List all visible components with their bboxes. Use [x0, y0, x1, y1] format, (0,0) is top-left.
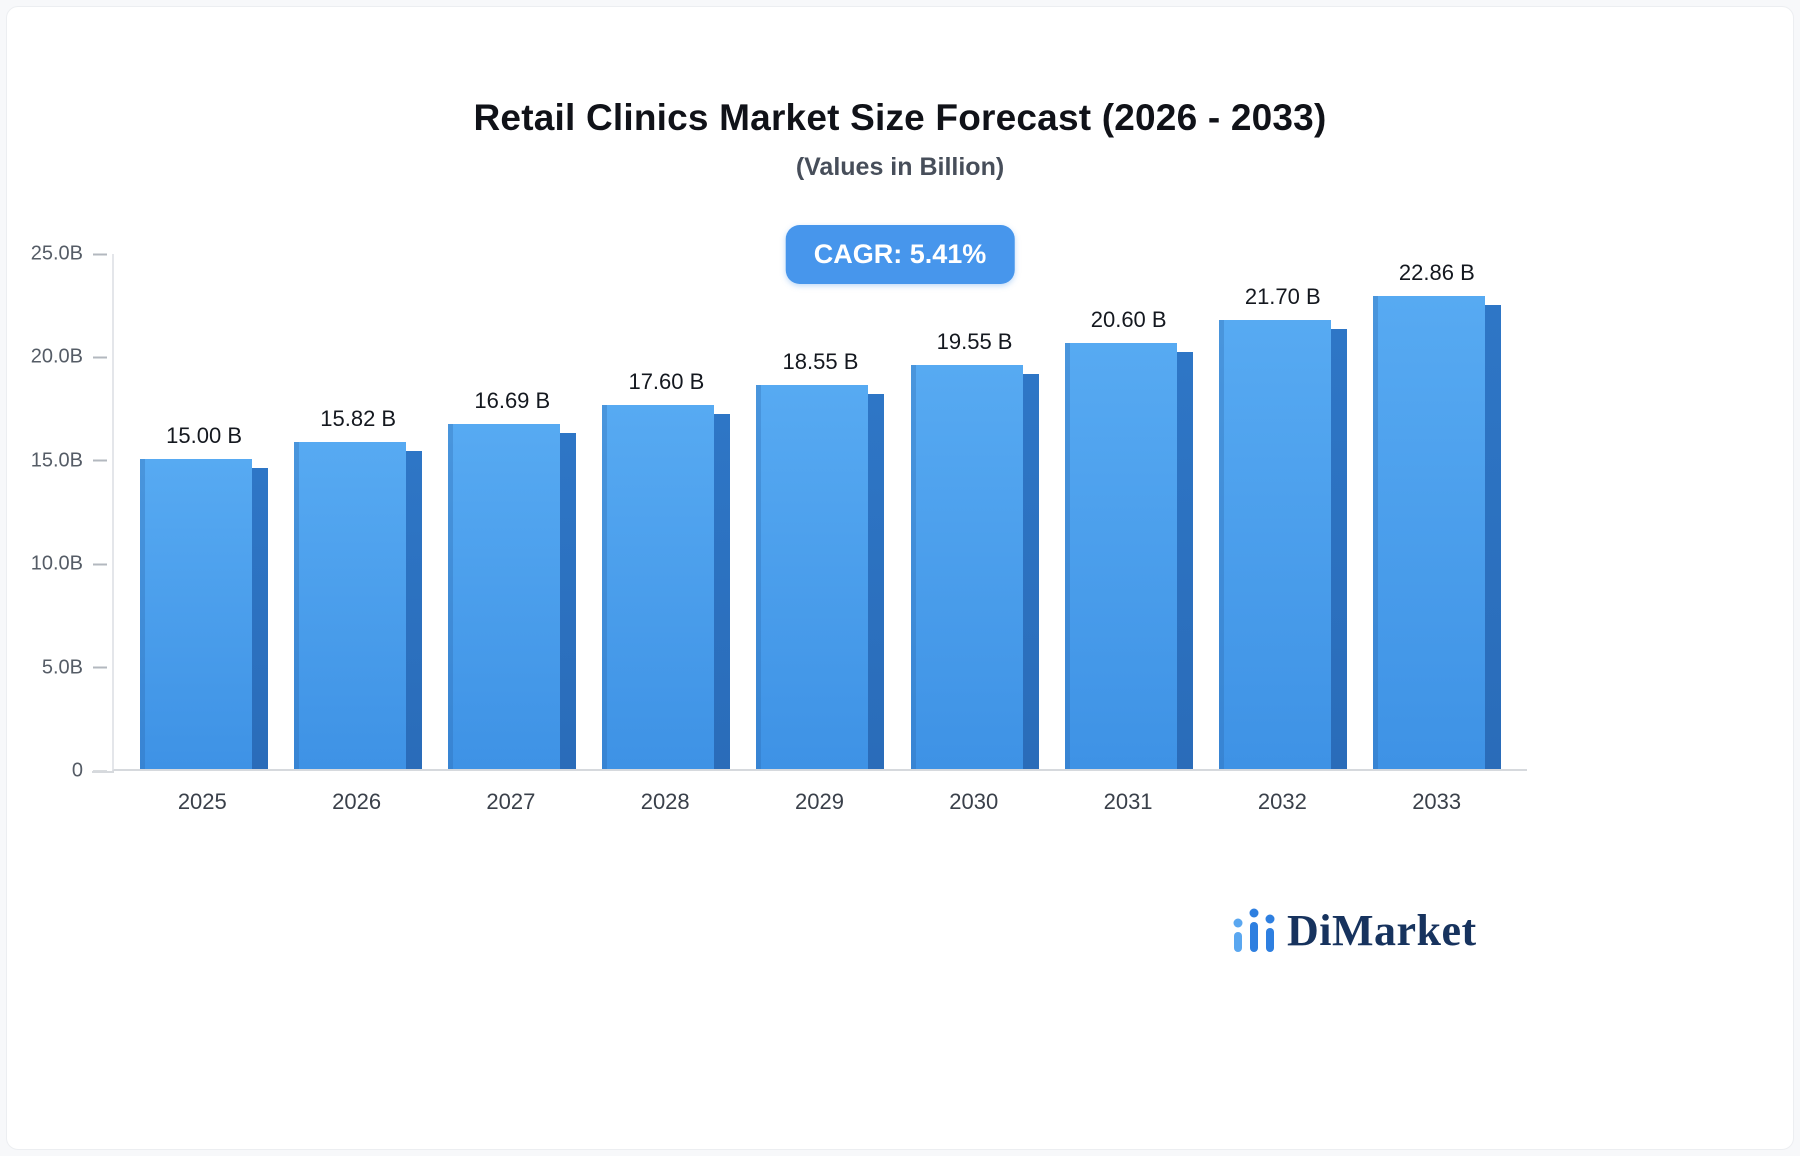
- bar-side: [1022, 373, 1039, 769]
- bar-value-label: 22.86 B: [1398, 260, 1475, 286]
- y-tick-label: 10.0B: [30, 552, 83, 575]
- y-tick-mark: [93, 459, 107, 462]
- bar: [140, 458, 269, 769]
- bar-face: [1372, 296, 1485, 769]
- bar-value-label: 20.60 B: [1090, 307, 1167, 332]
- bar-face: [140, 458, 253, 769]
- bar-group: 17.60 B: [602, 369, 731, 769]
- bar-value-label: 19.55 B: [936, 328, 1013, 354]
- bar-group: 15.82 B: [294, 405, 423, 769]
- x-axis-label: 2033: [1412, 789, 1462, 814]
- bar-side: [1484, 305, 1501, 769]
- bar-face: [448, 423, 561, 769]
- bar-value-label: 17.60 B: [628, 369, 705, 395]
- bar: [294, 441, 423, 769]
- chart-subtitle: (Values in Billion): [795, 153, 1005, 181]
- bar-chart-logo-icon: [1233, 908, 1275, 952]
- bar-face: [1218, 320, 1331, 769]
- bar-face: [910, 364, 1023, 769]
- bar-face: [294, 441, 407, 769]
- bar-face: [756, 385, 869, 769]
- bar-group: 15.00 B: [140, 422, 269, 769]
- x-axis-label: 2032: [1257, 789, 1307, 814]
- bar: [448, 423, 577, 769]
- plot-area: 15.00 B 15.82 B 16.69 B 17.60 B 18.55 B 19.55…: [112, 254, 1527, 771]
- y-tick-label: 0: [71, 759, 83, 782]
- bar-group: 18.55 B: [756, 349, 885, 769]
- y-tick-mark: [93, 563, 107, 566]
- x-axis-labels: 2025 2026 2027 2028 2029 2030 2031 2032 2033: [112, 789, 1527, 815]
- bar-group: 20.60 B: [1064, 307, 1193, 769]
- y-tick: 15.0B: [31, 449, 107, 472]
- y-tick: 20.0B: [31, 346, 107, 369]
- bar-group: 22.86 B: [1372, 260, 1501, 769]
- x-axis-label: 2031: [1103, 789, 1153, 814]
- y-tick-mark: [93, 356, 107, 359]
- cagr-badge: CAGR: 5.41%: [785, 225, 1015, 284]
- bar-value-label: 16.69 B: [474, 387, 551, 413]
- bar-value-label: 18.55 B: [782, 349, 859, 375]
- x-axis-label: 2026: [332, 789, 382, 814]
- bar: [602, 405, 731, 769]
- bar-side: [868, 394, 885, 769]
- x-axis-label: 2029: [795, 789, 844, 814]
- bar-face: [1064, 343, 1177, 769]
- bar-side: [1330, 329, 1347, 769]
- x-axis-baseline-extension: [92, 771, 114, 773]
- bar-group: 21.70 B: [1218, 284, 1347, 769]
- y-tick-label: 25.0B: [30, 242, 83, 265]
- y-tick-label: 20.0B: [30, 345, 83, 368]
- y-tick-mark: [93, 666, 107, 669]
- bar: [910, 364, 1039, 769]
- logo-text: DiMarket: [1287, 906, 1477, 955]
- y-tick: 10.0B: [31, 553, 107, 576]
- bar-group: 19.55 B: [910, 328, 1039, 769]
- bar-face: [602, 405, 715, 769]
- y-tick-mark: [93, 253, 107, 255]
- x-axis-label: 2025: [177, 789, 227, 814]
- bar-group: 16.69 B: [448, 387, 577, 769]
- x-axis-label: 2027: [486, 789, 536, 814]
- bar-value-label: 21.70 B: [1244, 284, 1321, 310]
- bar: [1218, 320, 1347, 769]
- bar-side: [560, 432, 577, 769]
- bar-side: [406, 450, 423, 769]
- x-axis-label: 2030: [949, 789, 999, 814]
- bar-side: [252, 467, 269, 769]
- y-tick: 5.0B: [42, 656, 107, 679]
- bar-value-label: 15.00 B: [166, 422, 243, 448]
- bar: [756, 385, 885, 769]
- bar-side: [1176, 352, 1193, 769]
- bar: [1064, 343, 1193, 769]
- bar-side: [714, 414, 731, 769]
- page: Retail Clinics Market Size Forecast (202…: [6, 6, 1794, 1150]
- bars: 15.00 B 15.82 B 16.69 B 17.60 B 18.55 B 19.55…: [114, 254, 1527, 769]
- x-axis-label: 2028: [640, 789, 690, 814]
- y-tick: 25.0B: [31, 243, 107, 266]
- bar: [1372, 296, 1501, 769]
- y-tick-label: 5.0B: [41, 656, 83, 679]
- logo: DiMarket: [1231, 905, 1477, 956]
- y-axis: 0 5.0B 10.0B 15.0B 20.0B 25.0B: [7, 243, 112, 782]
- page-title: Retail Clinics Market Size Forecast (202…: [473, 97, 1327, 138]
- y-tick-label: 15.0B: [30, 449, 83, 472]
- bar-value-label: 15.82 B: [320, 405, 397, 431]
